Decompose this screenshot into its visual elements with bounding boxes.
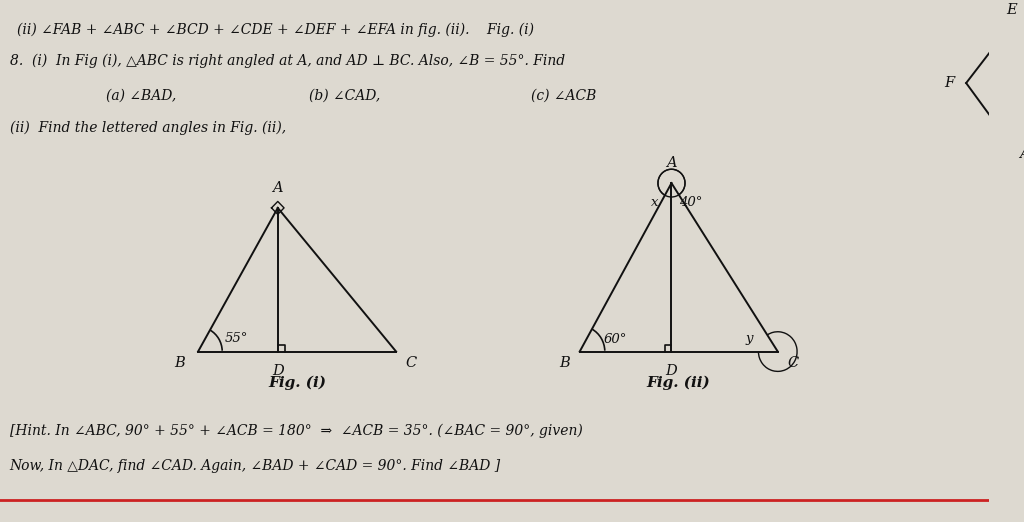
Text: x: x (651, 196, 658, 209)
Text: 60°: 60° (604, 333, 628, 346)
Text: [Hint. In ∠ABC, 90° + 55° + ∠ACB = 180°  ⇒  ∠ACB = 35°. (∠BAC = 90°, given): [Hint. In ∠ABC, 90° + 55° + ∠ACB = 180° … (9, 424, 583, 438)
Text: 40°: 40° (679, 196, 702, 209)
Text: E: E (1007, 3, 1017, 17)
Text: Now, In △DAC, find ∠CAD. Again, ∠BAD + ∠CAD = 90°. Find ∠BAD ]: Now, In △DAC, find ∠CAD. Again, ∠BAD + ∠… (9, 458, 501, 472)
Text: A: A (667, 156, 677, 170)
Text: Fig. (i): Fig. (i) (268, 376, 326, 390)
Text: B: B (174, 355, 184, 370)
Text: (ii) ∠FAB + ∠ABC + ∠BCD + ∠CDE + ∠DEF + ∠EFA in fig. (ii).    Fig. (i): (ii) ∠FAB + ∠ABC + ∠BCD + ∠CDE + ∠DEF + … (17, 22, 535, 37)
Text: 55°: 55° (225, 332, 249, 345)
Text: C: C (406, 355, 417, 370)
Text: (b) ∠CAD,: (b) ∠CAD, (309, 89, 381, 103)
Text: Fig. (ii): Fig. (ii) (647, 376, 711, 390)
Text: F: F (944, 76, 954, 90)
Text: B: B (559, 355, 570, 370)
Text: (a) ∠BAD,: (a) ∠BAD, (106, 89, 176, 103)
Text: y: y (745, 332, 753, 345)
Text: D: D (272, 364, 284, 378)
Text: D: D (666, 364, 677, 378)
Text: C: C (787, 355, 799, 370)
Text: 8.  (i)  In Fig (i), △ABC is right angled at A, and AD ⊥ BC. Also, ∠B = 55°. Fin: 8. (i) In Fig (i), △ABC is right angled … (9, 54, 565, 68)
Text: (ii)  Find the lettered angles in Fig. (ii),: (ii) Find the lettered angles in Fig. (i… (9, 121, 286, 135)
Text: (c) ∠ACB: (c) ∠ACB (531, 89, 597, 103)
Text: A: A (272, 181, 283, 195)
Text: A: A (1019, 147, 1024, 161)
